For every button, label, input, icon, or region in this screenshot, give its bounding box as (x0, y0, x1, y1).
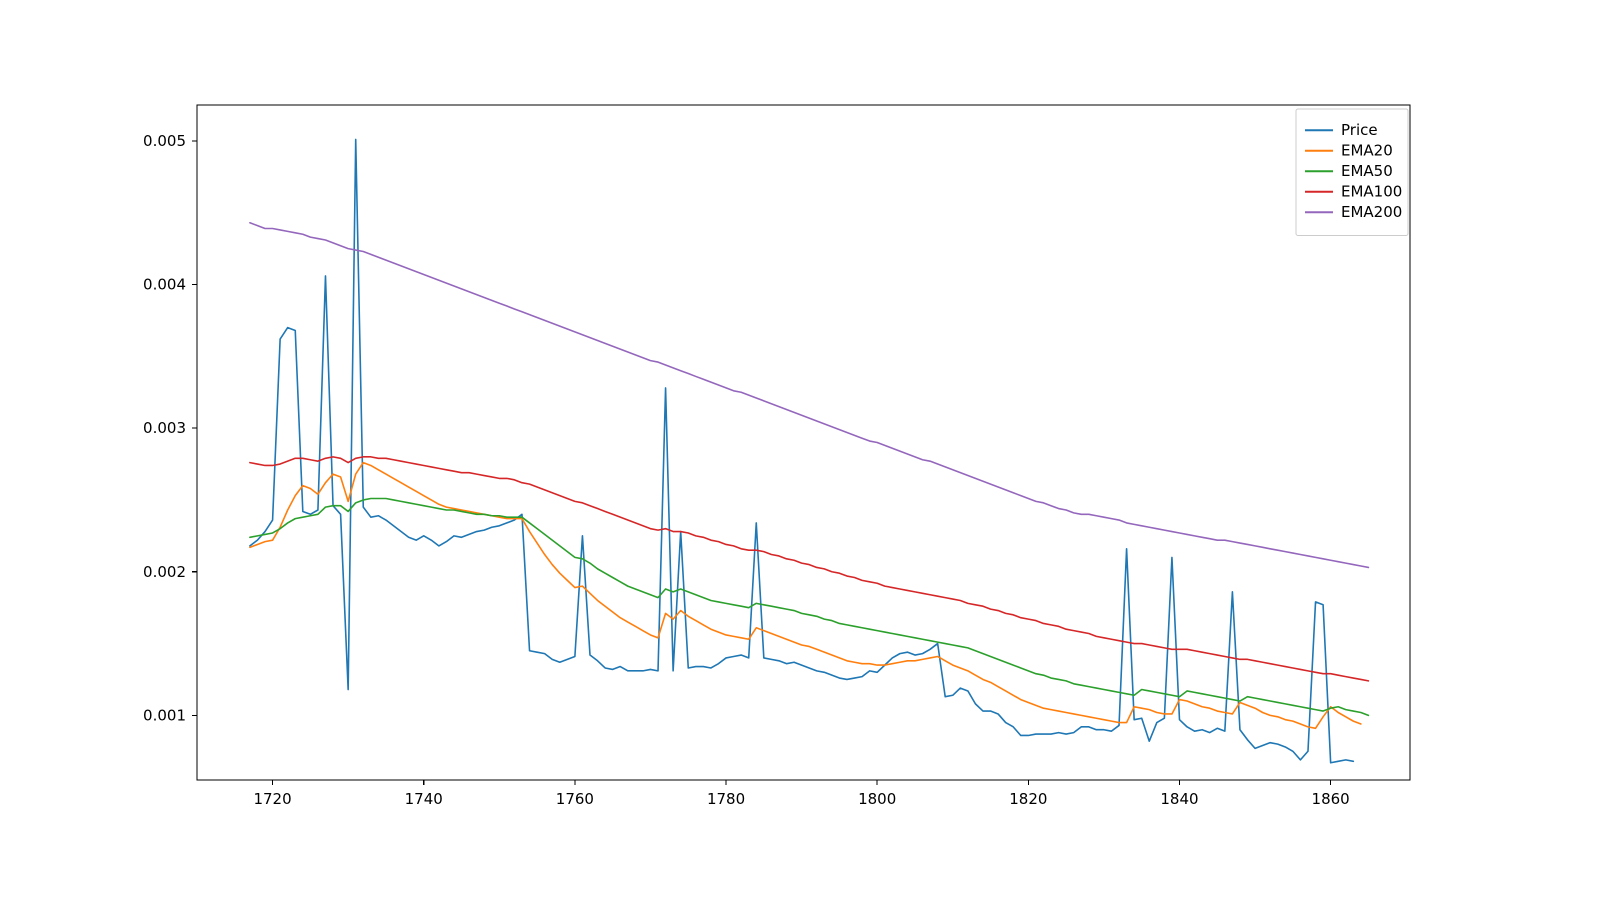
y-tick-label: 0.004 (143, 276, 186, 294)
x-tick-label: 1720 (253, 790, 291, 808)
x-tick-label: 1840 (1160, 790, 1198, 808)
x-axis-ticks: 1720 1740 1760 1780 1800 1820 1840 1860 (253, 780, 1350, 808)
legend-label-ema200: EMA200 (1341, 203, 1402, 221)
chart-legend: Price EMA20 EMA50 EMA100 EMA200 (1295, 108, 1409, 236)
y-tick-label: 0.005 (143, 132, 186, 150)
legend-label-ema20: EMA20 (1341, 141, 1393, 159)
x-tick-label: 1760 (556, 790, 594, 808)
legend-label-ema100: EMA100 (1341, 182, 1402, 200)
series-line-price (249, 138, 1355, 764)
y-tick-label: 0.003 (143, 419, 186, 437)
series-line-ema100 (249, 456, 1370, 682)
x-tick-label: 1780 (707, 790, 745, 808)
plot-frame (196, 104, 1411, 781)
y-tick-label: 0.001 (143, 706, 186, 724)
x-tick-label: 1820 (1009, 790, 1047, 808)
series-line-ema50 (249, 497, 1370, 717)
y-axis-ticks: 0.001 0.002 0.003 0.004 0.005 (143, 132, 197, 724)
x-tick-label: 1800 (858, 790, 896, 808)
legend-box (1295, 108, 1409, 236)
axes-frame (196, 104, 1411, 781)
x-tick-label: 1860 (1312, 790, 1350, 808)
x-tick-label: 1740 (405, 790, 443, 808)
legend-label-price: Price (1341, 121, 1378, 139)
series-line-ema20 (249, 461, 1362, 730)
legend-label-ema50: EMA50 (1341, 162, 1393, 180)
data-series-group (249, 138, 1370, 764)
y-tick-label: 0.002 (143, 563, 186, 581)
series-line-ema200 (249, 221, 1370, 569)
